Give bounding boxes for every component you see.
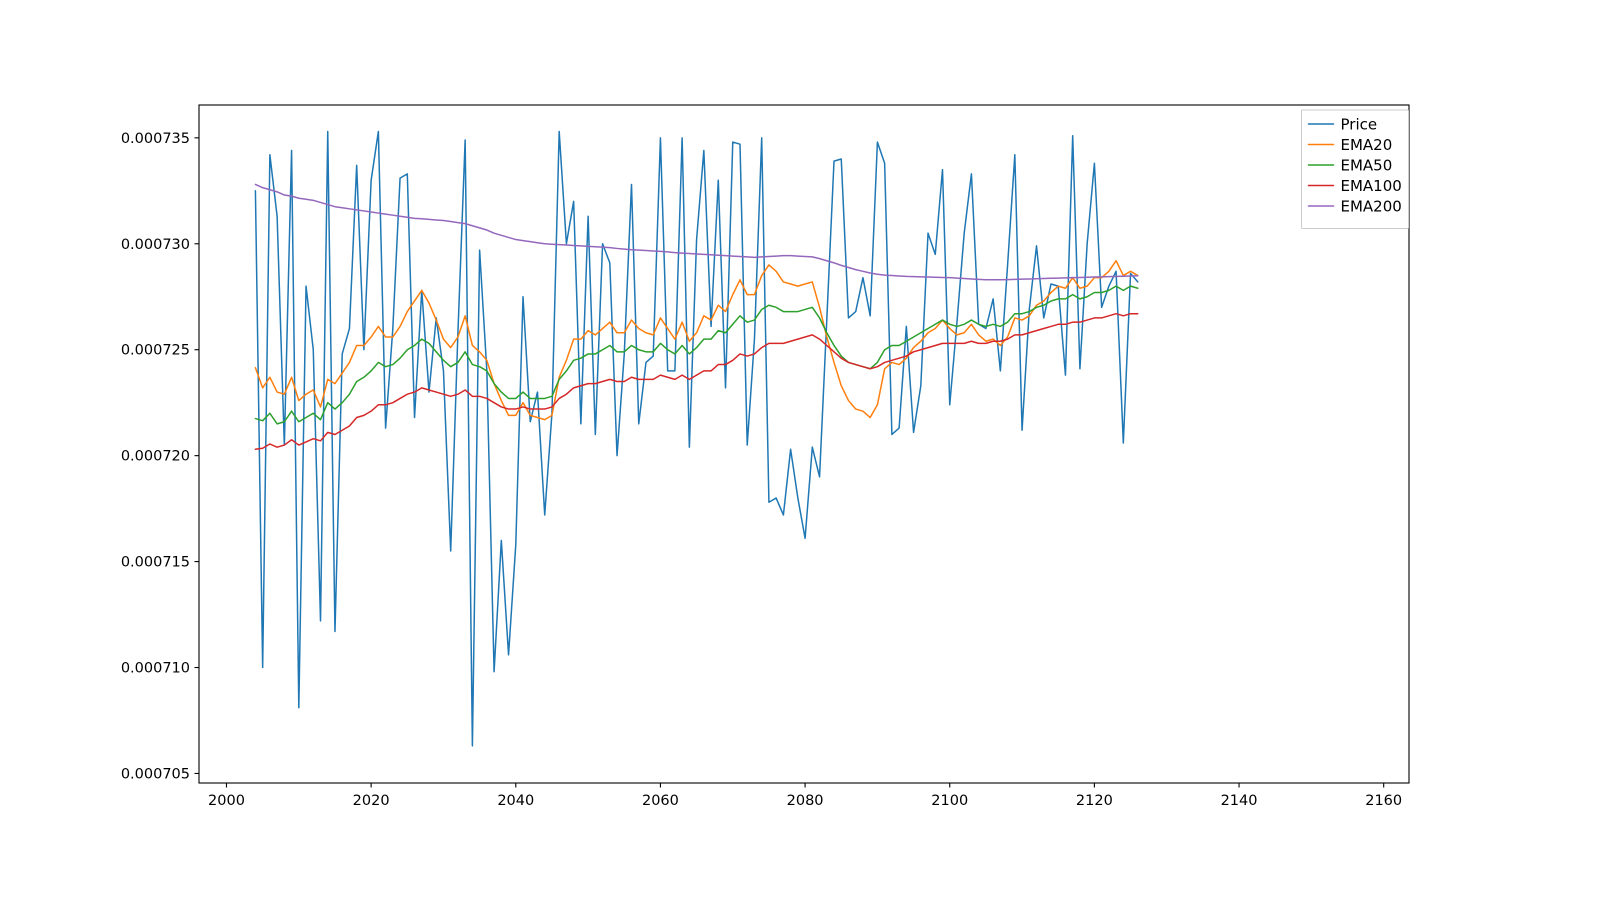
y-tick-label: 0.000730	[121, 237, 190, 253]
x-axis-ticks: 2000 2020 2040 2060 2080 2100 2120 2140 2160	[208, 783, 1402, 809]
y-tick-label: 0.000720	[121, 449, 190, 465]
x-tick-label: 2040	[497, 793, 534, 809]
y-axis-ticks: 0.000705 0.000710 0.000715 0.000720 0.000725…	[121, 131, 199, 782]
x-tick-label: 2020	[353, 793, 390, 809]
legend-label-ema100: EMA100	[1341, 177, 1402, 195]
axes-frame	[198, 104, 1410, 784]
x-tick-label: 2080	[787, 793, 824, 809]
chart-legend: Price EMA20 EMA50 EMA100 EMA200	[1301, 109, 1409, 229]
series-line-ema50	[254, 285, 1139, 425]
x-tick-label: 2160	[1365, 793, 1402, 809]
legend-frame	[1301, 109, 1409, 229]
x-tick-label: 2140	[1221, 793, 1258, 809]
x-tick-label: 2100	[931, 793, 968, 809]
y-tick-label: 0.000705	[121, 766, 190, 782]
x-tick-label: 2120	[1076, 793, 1113, 809]
legend-label-ema50: EMA50	[1341, 157, 1393, 175]
x-tick-label: 2060	[642, 793, 679, 809]
y-tick-label: 0.000715	[121, 555, 190, 571]
series-line-ema20	[254, 259, 1139, 421]
data-series-group	[254, 130, 1139, 747]
legend-label-ema20: EMA20	[1341, 136, 1393, 154]
legend-label-price: Price	[1341, 116, 1378, 134]
y-tick-label: 0.000735	[121, 131, 190, 147]
series-line-price	[254, 130, 1139, 747]
x-tick-label: 2000	[208, 793, 245, 809]
series-line-ema100	[254, 312, 1139, 451]
y-tick-label: 0.000710	[121, 661, 190, 677]
legend-label-ema200: EMA200	[1341, 198, 1402, 216]
y-tick-label: 0.000725	[121, 343, 190, 359]
axes-spines	[198, 104, 1410, 784]
series-line-ema200	[254, 183, 1139, 281]
